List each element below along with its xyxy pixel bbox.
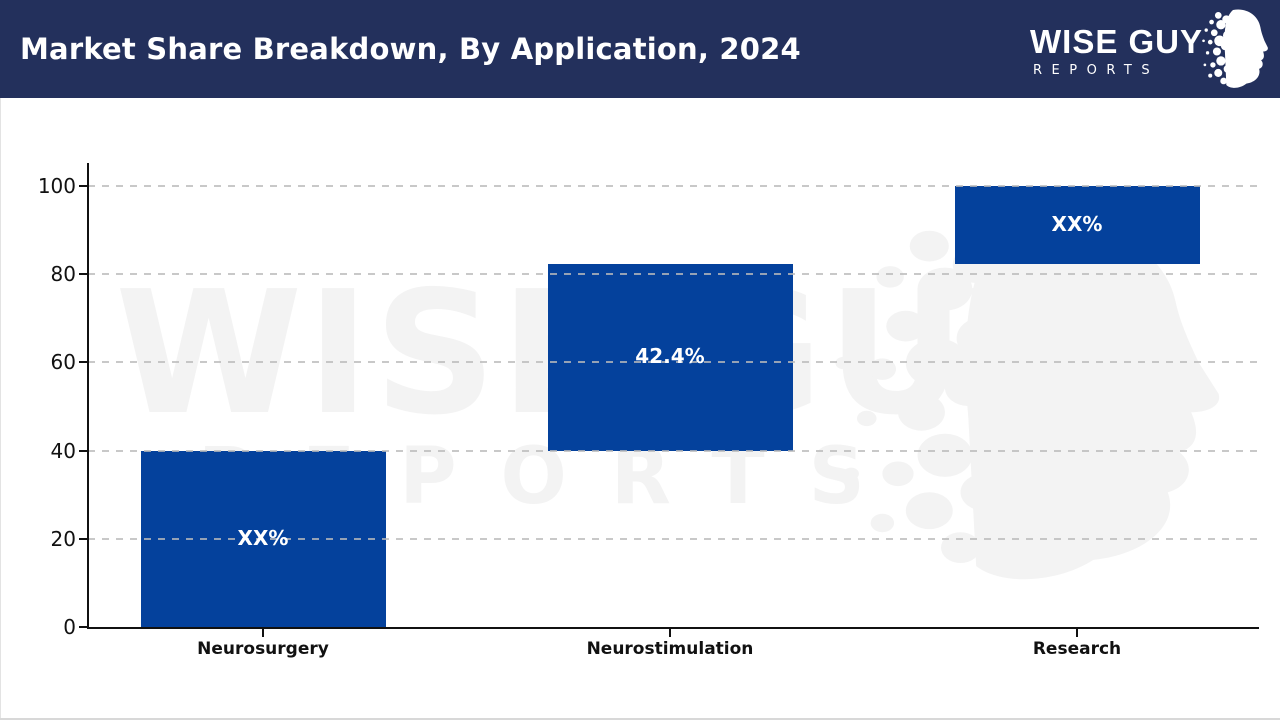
x-axis-line [87, 627, 1259, 629]
bar-value-label: XX% [1051, 211, 1103, 236]
x-category-label-neurosurgery: Neurosurgery [197, 639, 329, 659]
gridline-80 [88, 273, 1258, 276]
x-category-label-neurostimulation: Neurostimulation [586, 639, 754, 659]
y-axis-line [87, 163, 89, 629]
bar-value-label: XX% [237, 525, 289, 550]
bar-neurostimulation [547, 263, 793, 451]
y-axis-tick-label: 40 [50, 438, 76, 463]
gridline-100 [88, 185, 1258, 187]
y-axis-tick-mark [79, 273, 87, 276]
watermark-face-icon [835, 219, 1220, 580]
bar-research [954, 186, 1200, 264]
x-axis-tick-mark [262, 629, 264, 637]
x-category-label-research: Research [1032, 639, 1122, 659]
logo-text: WISE GUY REPORTS [1030, 23, 1204, 79]
y-axis-tick-mark [79, 449, 87, 452]
logo-subtitle: REPORTS [1033, 63, 1160, 78]
y-axis-tick-label: 100 [37, 174, 76, 198]
y-axis-tick-mark [79, 537, 87, 540]
gridline-20 [88, 537, 1258, 540]
y-axis-tick-mark [79, 626, 87, 628]
y-axis-tick-label: 0 [63, 615, 76, 639]
y-axis-tick-mark [79, 361, 87, 364]
logo-face-icon [1202, 9, 1268, 88]
gridline-60 [88, 361, 1258, 364]
y-axis-tick-label: 20 [50, 526, 76, 551]
x-axis-tick-mark [1076, 629, 1078, 637]
page-title: Market Share Breakdown, By Application, … [20, 32, 801, 66]
x-axis-tick-mark [669, 629, 671, 637]
bar-value-label: 42.4% [635, 344, 705, 369]
y-axis-tick-mark [79, 185, 87, 187]
logo-wordmark: WISE GUY [1030, 23, 1204, 60]
gridline-40 [88, 449, 1258, 452]
wiseguy-logo: WISE GUY REPORTS [1030, 6, 1270, 94]
header-bar: Market Share Breakdown, By Application, … [0, 0, 1280, 98]
y-axis-tick-label: 80 [50, 262, 76, 287]
y-axis-tick-label: 60 [50, 350, 76, 375]
